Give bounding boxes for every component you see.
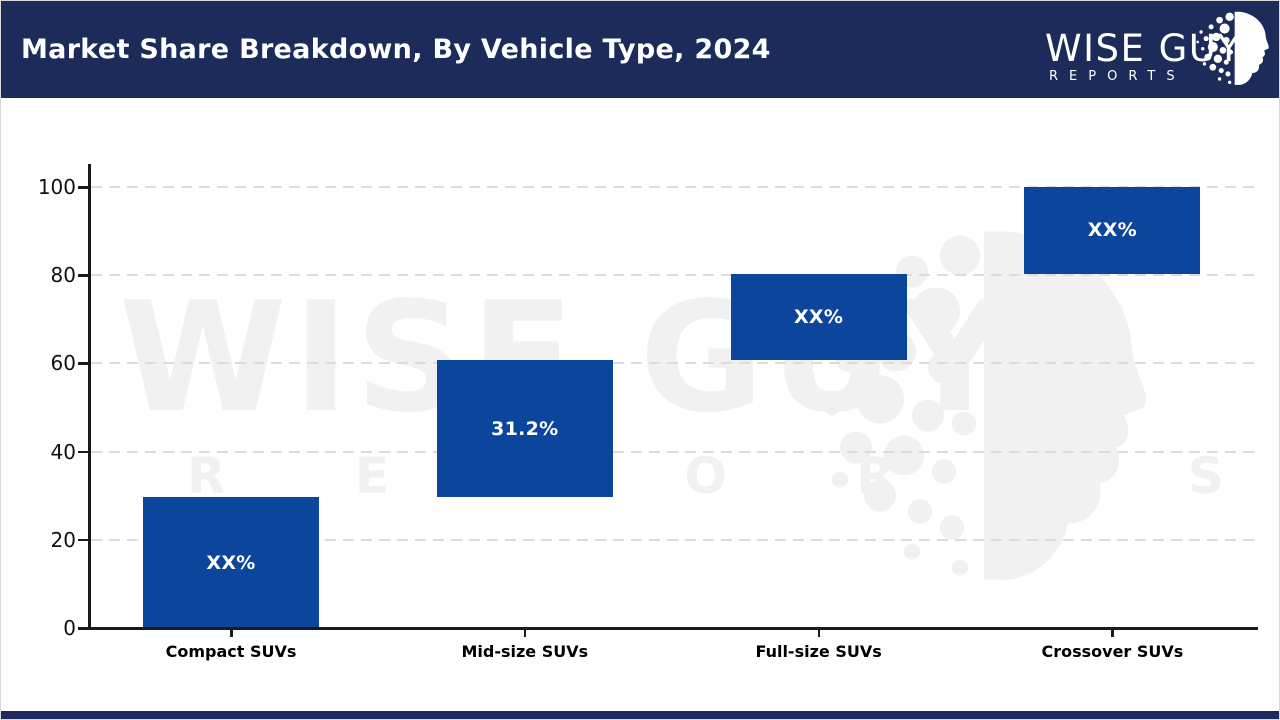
y-tick-label-100: 100 (37, 175, 76, 199)
x-tickmark-1 (523, 630, 527, 637)
logo-head-icon (1196, 11, 1269, 85)
y-tickmark-0 (78, 627, 88, 630)
logo-text-line1: WISE GUY (1045, 27, 1242, 70)
y-tickmark-40 (78, 450, 88, 454)
footer-band (1, 711, 1279, 719)
gridline-100 (91, 186, 1258, 188)
y-tickmark-20 (78, 538, 88, 542)
bar-mid-size-suvs: 31.2% (436, 359, 613, 498)
x-tickmark-0 (230, 630, 233, 637)
x-category-label: Compact SUVs (165, 642, 297, 661)
x-category-label: Full-size SUVs (755, 642, 882, 661)
page-title: Market Share Breakdown, By Vehicle Type,… (21, 34, 771, 65)
gridline-80 (91, 274, 1258, 277)
y-tickmark-100 (78, 186, 88, 189)
bar-crossover-suvs: XX% (1024, 187, 1201, 274)
header-band: Market Share Breakdown, By Vehicle Type,… (1, 1, 1279, 98)
bar-value-label: 31.2% (491, 417, 559, 440)
wise-guy-logo: WISE GUY REPORTS (1017, 7, 1269, 93)
gridline-40 (91, 450, 1258, 453)
x-category-label: Mid-size SUVs (461, 642, 589, 661)
y-tick-label-60: 60 (50, 351, 76, 376)
bar-value-label: XX% (206, 551, 256, 574)
bar-compact-suvs: XX% (143, 497, 319, 628)
gridline-20 (91, 538, 1258, 541)
bar-value-label: XX% (1087, 219, 1138, 242)
logo-text-line2: REPORTS (1049, 69, 1186, 84)
y-tick-label-20: 20 (50, 527, 76, 552)
y-tickmark-60 (78, 362, 88, 365)
gridline-60 (91, 362, 1258, 365)
x-tickmark-2 (817, 630, 821, 637)
y-tick-label-40: 40 (50, 439, 76, 464)
y-tick-label-80: 80 (50, 263, 76, 288)
y-tickmark-80 (78, 274, 88, 277)
y-tick-label-0: 0 (63, 616, 76, 640)
bar-full-size-suvs: XX% (730, 273, 907, 360)
bar-value-label: XX% (793, 305, 844, 328)
x-tickmark-3 (1111, 630, 1114, 637)
y-axis-line (88, 164, 91, 630)
x-axis-line (88, 627, 1258, 630)
x-category-label: Crossover SUVs (1041, 642, 1184, 661)
